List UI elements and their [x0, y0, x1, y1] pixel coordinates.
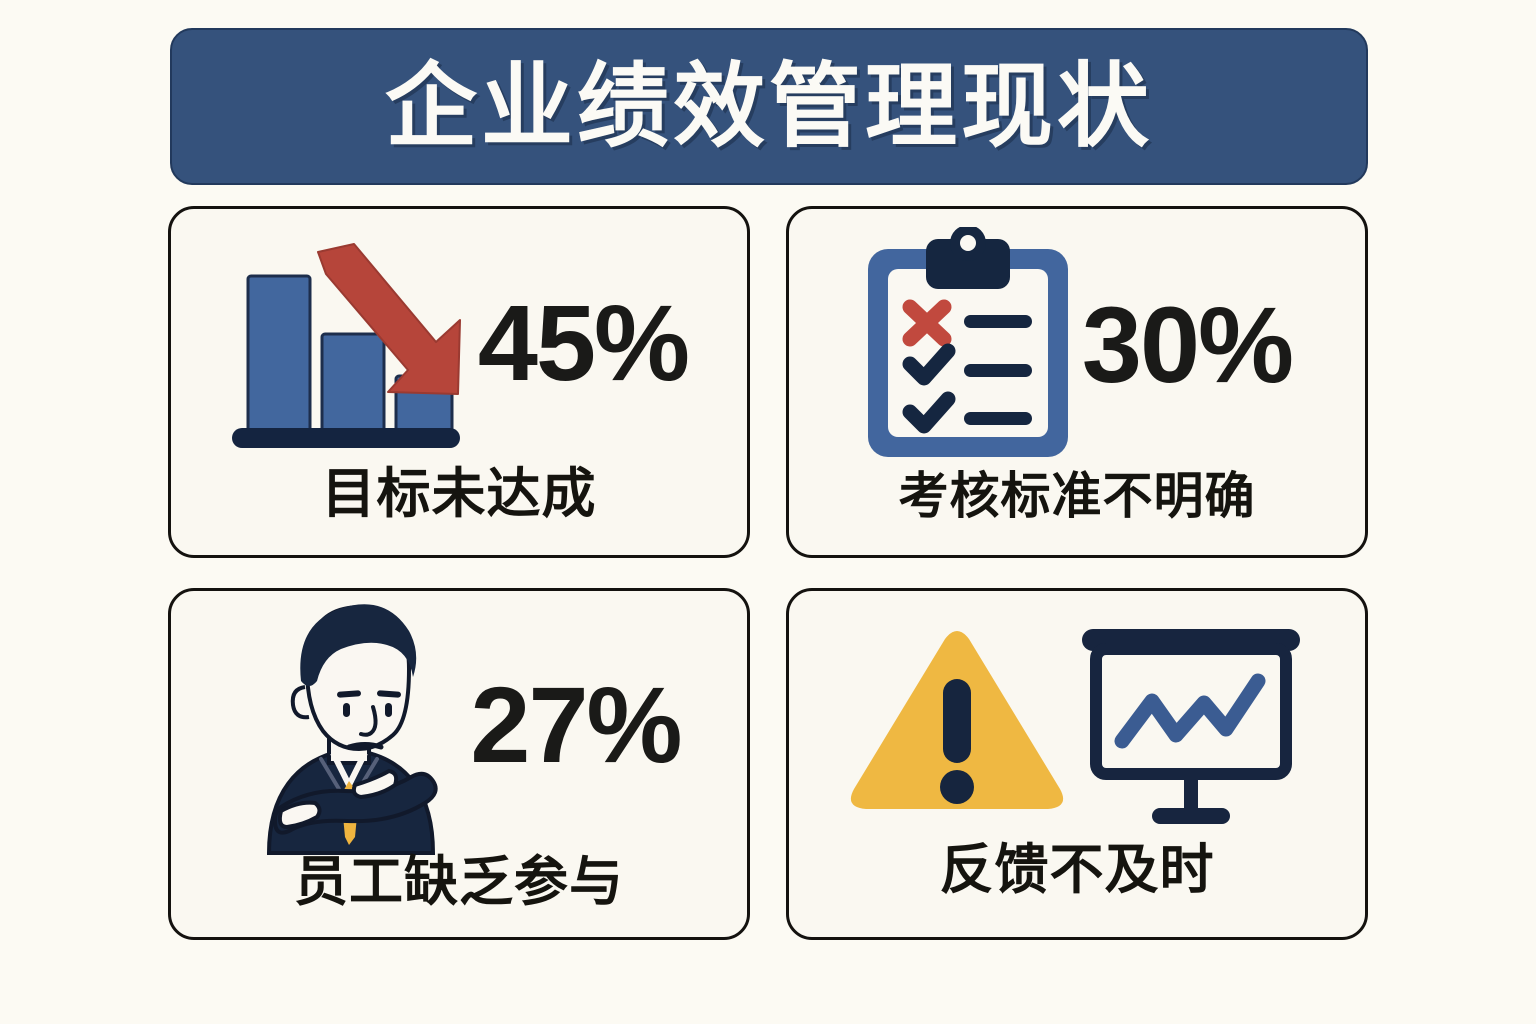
stat-percent: 30%	[1081, 284, 1294, 405]
card-top-row	[789, 591, 1365, 843]
title-banner: 企业绩效管理现状	[170, 28, 1368, 185]
stat-card-target-not-met[interactable]: 45% 目标未达成	[168, 206, 750, 558]
stat-card-unclear-standards[interactable]: 30% 考核标准不明确	[786, 206, 1368, 558]
stat-label: 反馈不及时	[939, 840, 1215, 900]
warning-triangle-icon	[842, 623, 1072, 828]
stat-percent: 45%	[477, 282, 690, 403]
declining-bar-chart-icon	[230, 236, 470, 451]
stat-percent: 27%	[470, 664, 682, 785]
stats-card-grid: 45% 目标未达成	[168, 206, 1368, 976]
stat-label: 考核标准不明确	[898, 468, 1256, 524]
stat-card-low-engagement[interactable]: 27% 员工缺乏参与	[168, 588, 750, 940]
stat-label: 目标未达成	[321, 464, 597, 524]
card-top-row: 30%	[789, 209, 1365, 471]
card-top-row: 45%	[171, 209, 747, 467]
stat-label: 员工缺乏参与	[294, 852, 624, 912]
card-top-row: 27%	[171, 591, 747, 855]
crossed-arms-employee-icon	[237, 595, 452, 855]
page-title: 企业绩效管理现状	[384, 55, 1153, 158]
clipboard-checklist-icon	[862, 227, 1074, 463]
presentation-board-chart-icon	[1080, 623, 1305, 828]
stat-card-untimely-feedback[interactable]: 反馈不及时	[786, 588, 1368, 940]
